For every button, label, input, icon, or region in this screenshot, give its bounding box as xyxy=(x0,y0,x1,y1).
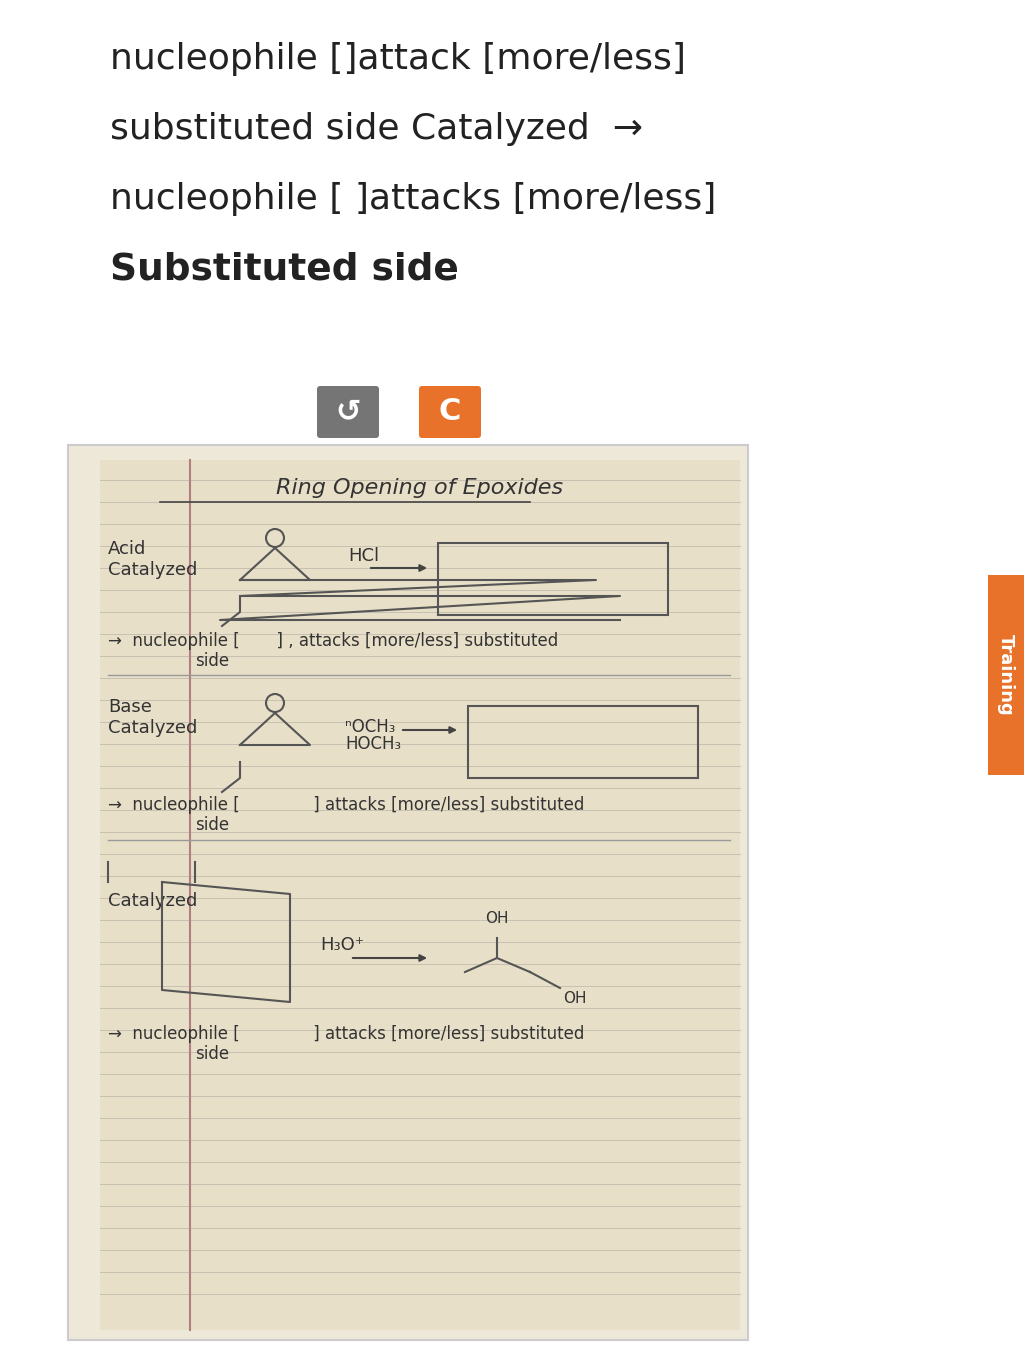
Bar xyxy=(438,543,668,615)
Text: C: C xyxy=(439,398,461,426)
Text: substituted side Catalyzed  →: substituted side Catalyzed → xyxy=(110,111,643,147)
Text: side: side xyxy=(195,816,229,834)
Text: →  nucleophile [       ] , attacks [more/less] substituted: → nucleophile [ ] , attacks [more/less] … xyxy=(108,631,558,650)
Text: nucleophile [​]attack [more/less]: nucleophile [​]attack [more/less] xyxy=(110,42,686,76)
Text: HCl: HCl xyxy=(348,547,379,565)
Bar xyxy=(68,445,748,1340)
Text: Ring Opening of Epoxides: Ring Opening of Epoxides xyxy=(276,478,563,498)
Text: Base
Catalyzed: Base Catalyzed xyxy=(108,698,198,737)
Text: side: side xyxy=(195,652,229,669)
Text: nucleophile [ ]attacks [more/less]: nucleophile [ ]attacks [more/less] xyxy=(110,182,717,216)
Text: side: side xyxy=(195,1046,229,1063)
Text: HOCH₃: HOCH₃ xyxy=(345,735,401,752)
Bar xyxy=(468,706,698,778)
Text: Acid
Catalyzed: Acid Catalyzed xyxy=(108,540,198,579)
Bar xyxy=(100,460,740,1329)
Text: →  nucleophile [              ] attacks [more/less] substituted: → nucleophile [ ] attacks [more/less] su… xyxy=(108,1025,585,1043)
Text: Substituted side: Substituted side xyxy=(110,253,459,288)
Text: OH: OH xyxy=(485,911,509,926)
FancyBboxPatch shape xyxy=(419,386,481,439)
FancyBboxPatch shape xyxy=(317,386,379,439)
Text: OH: OH xyxy=(563,991,587,1006)
Text: Catalyzed: Catalyzed xyxy=(108,892,198,910)
Bar xyxy=(988,574,1024,775)
Text: H₃O⁺: H₃O⁺ xyxy=(319,936,365,955)
Text: Training: Training xyxy=(997,634,1015,716)
Text: ↺: ↺ xyxy=(335,398,360,426)
Text: ⁿOCH₃: ⁿOCH₃ xyxy=(345,718,395,736)
Text: →  nucleophile [              ] attacks [more/less] substituted: → nucleophile [ ] attacks [more/less] su… xyxy=(108,796,585,813)
